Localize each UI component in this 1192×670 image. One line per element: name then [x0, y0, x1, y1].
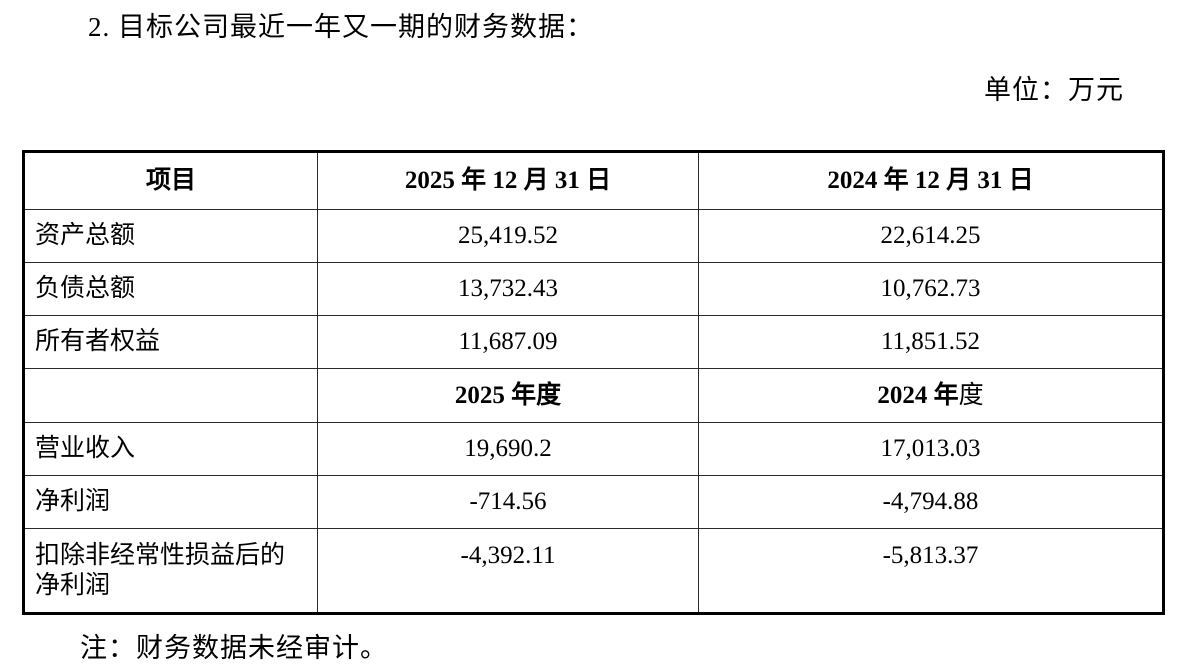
value-2025: 19,690.2: [317, 422, 699, 476]
value-2024: -5,813.37: [698, 528, 1164, 614]
row-label: 负债总额: [23, 262, 318, 316]
period-2024-regular-part: 度: [958, 381, 984, 409]
period-header-2024: 2024 年度: [698, 368, 1164, 423]
footnote: 注：财务数据未经审计。: [80, 633, 388, 663]
row-label: 营业收入: [23, 422, 318, 476]
section-title: 2. 目标公司最近一年又一期的财务数据：: [88, 12, 594, 42]
table-row-total-liabilities: 负债总额 13,732.43 10,762.73: [23, 262, 1164, 316]
value-2024: -4,794.88: [698, 475, 1164, 529]
value-2025: 11,687.09: [317, 315, 699, 369]
table-row-total-assets: 资产总额 25,419.52 22,614.25: [23, 209, 1164, 263]
period-header-2025: 2025 年度: [317, 368, 699, 423]
document-page: 2. 目标公司最近一年又一期的财务数据： 单位：万元 项目 2025 年 12 …: [0, 10, 1192, 670]
period-2024-bold-part: 2024 年: [877, 381, 959, 409]
row-label: 资产总额: [23, 209, 318, 263]
table-header-row: 项目 2025 年 12 月 31 日 2024 年 12 月 31 日: [23, 151, 1164, 210]
value-2024: 10,762.73: [698, 262, 1164, 316]
value-2024: 22,614.25: [698, 209, 1164, 263]
financial-data-table: 项目 2025 年 12 月 31 日 2024 年 12 月 31 日 资产总…: [22, 150, 1165, 615]
row-label: 所有者权益: [23, 315, 318, 369]
row-label: 扣除非经常性损益后的净利润: [23, 528, 318, 614]
table-row-operating-revenue: 营业收入 19,690.2 17,013.03: [23, 422, 1164, 476]
value-2024: 17,013.03: [698, 422, 1164, 476]
column-header-date-2025: 2025 年 12 月 31 日: [317, 151, 699, 210]
value-2025: -714.56: [317, 475, 699, 529]
column-header-item: 项目: [23, 151, 318, 210]
row-label: 净利润: [23, 475, 318, 529]
value-2024: 11,851.52: [698, 315, 1164, 369]
empty-cell: [23, 368, 318, 423]
value-2025: 13,732.43: [317, 262, 699, 316]
value-2025: -4,392.11: [317, 528, 699, 614]
table-row-net-profit: 净利润 -714.56 -4,794.88: [23, 475, 1164, 529]
table-row-owners-equity: 所有者权益 11,687.09 11,851.52: [23, 315, 1164, 369]
column-header-date-2024: 2024 年 12 月 31 日: [698, 151, 1164, 210]
table-period-header-row: 2025 年度 2024 年度: [23, 368, 1164, 423]
unit-label: 单位：万元: [984, 75, 1124, 105]
value-2025: 25,419.52: [317, 209, 699, 263]
table-row-net-profit-excl-nonrecurring: 扣除非经常性损益后的净利润 -4,392.11 -5,813.37: [23, 528, 1164, 614]
